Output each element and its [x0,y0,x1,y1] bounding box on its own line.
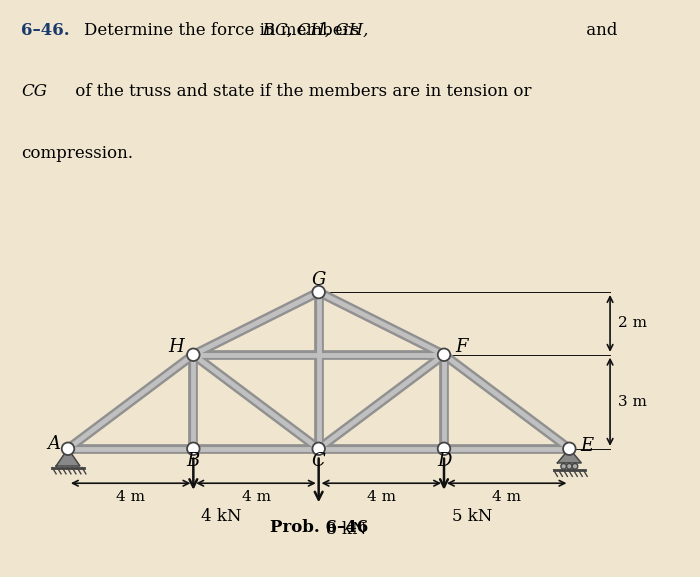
Text: CG: CG [21,83,47,100]
Circle shape [187,349,199,361]
Circle shape [438,443,450,455]
Text: C: C [312,452,326,470]
Circle shape [561,463,566,469]
Text: 3 m: 3 m [618,395,647,409]
Text: BC, CH, GH,: BC, CH, GH, [84,22,368,39]
Text: 8 kN: 8 kN [326,521,367,538]
Text: 4 m: 4 m [492,490,522,504]
Text: 4 m: 4 m [367,490,395,504]
Text: Prob. 6–46: Prob. 6–46 [270,519,368,535]
Text: E: E [580,437,593,455]
Text: D: D [437,452,452,470]
Text: 6–46.: 6–46. [21,22,69,39]
Polygon shape [557,449,581,463]
Circle shape [566,463,572,469]
Text: 4 m: 4 m [116,490,145,504]
Text: H: H [168,338,184,356]
Text: G: G [312,271,326,288]
Text: 4 m: 4 m [241,490,270,504]
Text: of the truss and state if the members are in tension or: of the truss and state if the members ar… [70,83,531,100]
Circle shape [572,463,578,469]
Text: Determine the force in members: Determine the force in members [84,22,365,39]
Text: F: F [455,338,468,356]
Text: B: B [187,452,200,470]
Text: and: and [581,22,617,39]
Text: 2 m: 2 m [618,316,647,331]
Circle shape [438,349,450,361]
Circle shape [62,443,74,455]
Polygon shape [56,449,80,466]
Text: 4 kN: 4 kN [201,508,241,525]
Text: A: A [48,435,60,453]
Text: 5 kN: 5 kN [452,508,492,525]
Text: compression.: compression. [21,145,133,162]
Circle shape [312,443,325,455]
Circle shape [563,443,575,455]
Circle shape [187,443,199,455]
Circle shape [312,286,325,298]
